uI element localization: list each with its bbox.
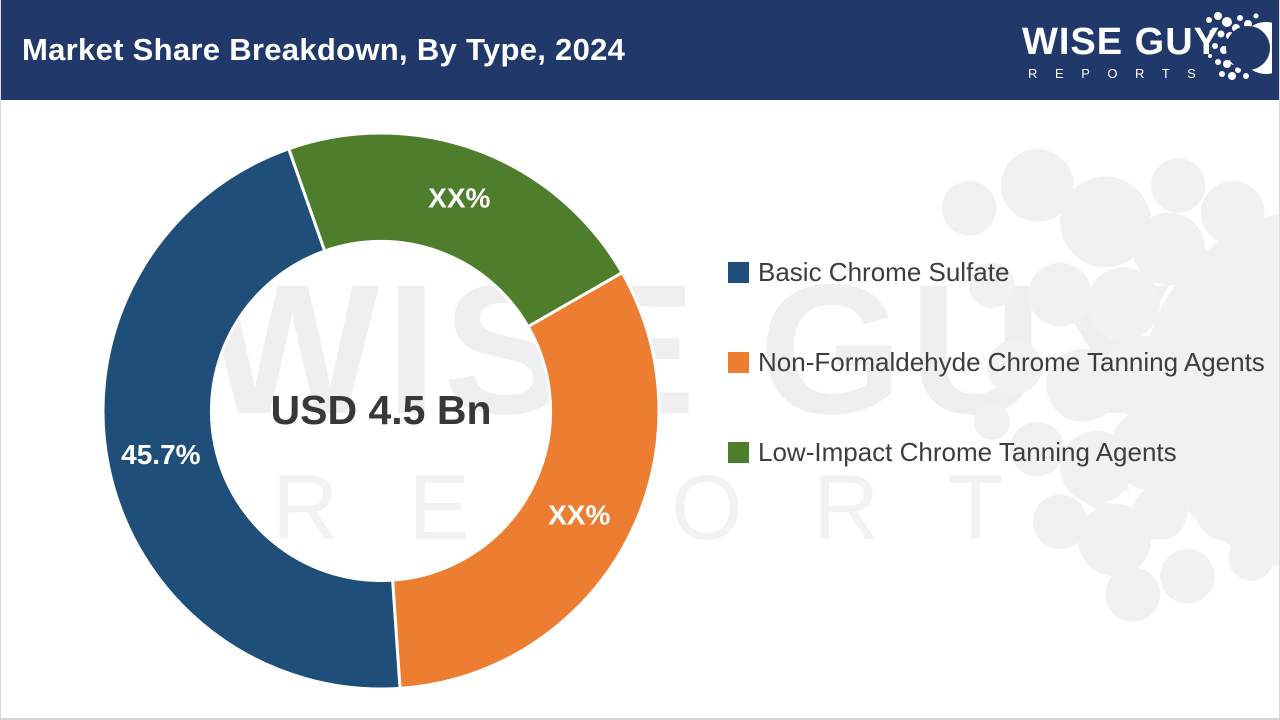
wiseguy-logo: WISE GUY R E P O R T S — [1022, 12, 1272, 81]
watermark-face-dots — [941, 149, 1280, 622]
pie-slice-2 — [101, 147, 402, 691]
legend-label: Low-Impact Chrome Tanning Agents — [758, 437, 1177, 467]
pie-slice-0 — [287, 131, 624, 329]
header-bar: Market Share Breakdown, By Type, 2024 WI… — [0, 0, 1280, 100]
watermark-reports-text: REPORTS — [272, 457, 1206, 559]
slice-label-1: XX% — [548, 499, 610, 530]
legend-label: Non-Formaldehyde Chrome Tanning Agents — [758, 347, 1265, 377]
legend-swatch-blue — [728, 262, 749, 283]
donut-center-value: USD 4.5 Bn — [271, 387, 492, 433]
legend-item-non-formaldehyde: Non-Formaldehyde Chrome Tanning Agents — [728, 347, 1265, 378]
legend-label: Basic Chrome Sulfate — [758, 257, 1010, 287]
slice-label-2: 45.7% — [121, 439, 200, 470]
legend-swatch-orange — [728, 352, 749, 373]
slice-label-0: XX% — [428, 183, 490, 214]
logo-wiseguy-text: WISE GUY — [1022, 21, 1220, 63]
pie-slice-1 — [391, 271, 661, 690]
legend-item-low-impact: Low-Impact Chrome Tanning Agents — [728, 437, 1177, 468]
logo-reports-text: R E P O R T S — [1028, 66, 1203, 81]
legend-item-basic-chrome-sulfate: Basic Chrome Sulfate — [728, 257, 1009, 288]
legend-swatch-green — [728, 442, 749, 463]
page-title: Market Share Breakdown, By Type, 2024 — [22, 32, 626, 67]
logo-face-carve — [1226, 26, 1270, 70]
